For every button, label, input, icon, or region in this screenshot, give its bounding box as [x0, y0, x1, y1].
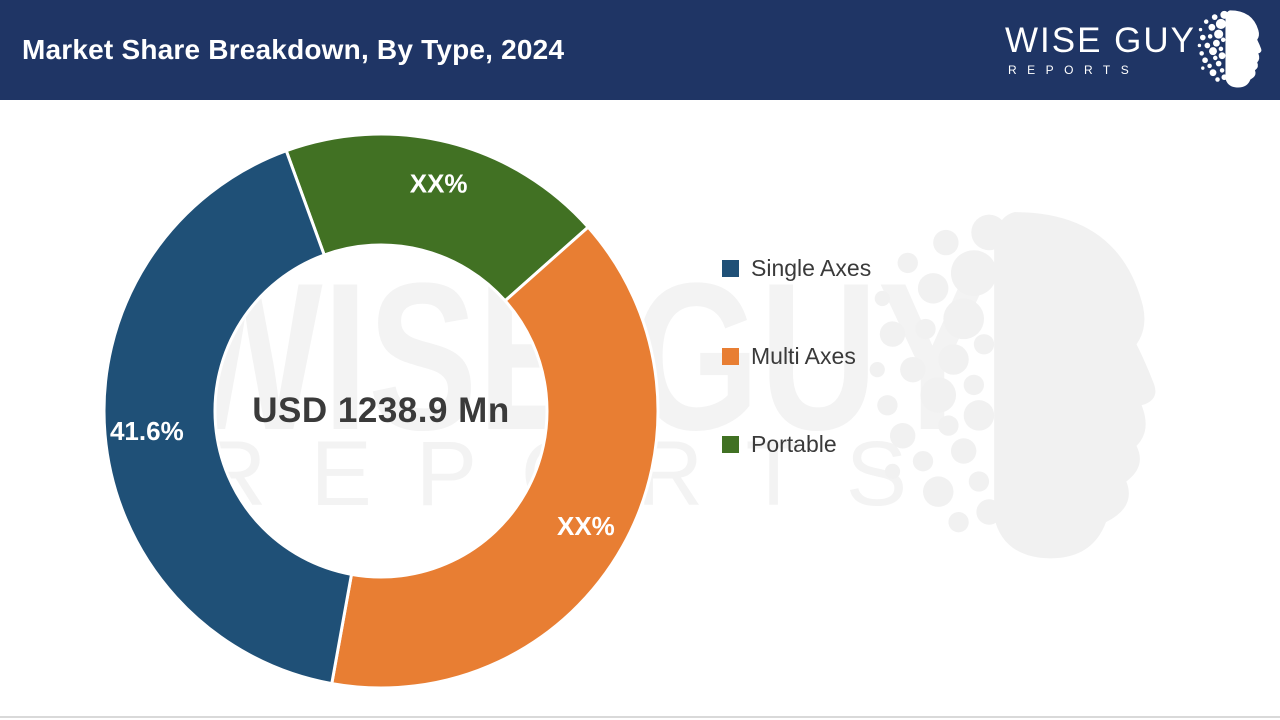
legend-label: Multi Axes — [751, 342, 856, 369]
page-title: Market Share Breakdown, By Type, 2024 — [22, 34, 565, 65]
footer-divider — [0, 716, 1280, 718]
donut-segment-portable — [284, 132, 590, 303]
legend-swatch — [722, 259, 739, 277]
logo-face-icon — [1197, 10, 1262, 88]
legend-swatch — [722, 435, 739, 453]
legend-label: Portable — [751, 430, 837, 457]
legend-item-portable: Portable — [722, 430, 871, 457]
legend-label: Single Axes — [751, 254, 872, 281]
legend-item-multi-axes: Multi Axes — [722, 342, 871, 369]
legend-swatch — [722, 347, 739, 365]
legend: Single Axes Multi Axes Portable — [722, 254, 872, 520]
header: Market Share Breakdown, By Type, 2024 WI… — [0, 0, 1280, 100]
chart-center-value: USD 1238.9 Mn — [252, 391, 510, 430]
logo-subtext: REPORTS — [1007, 63, 1140, 77]
brand-logo-text: WISE GUY REPORTS — [1005, 23, 1196, 77]
legend-item-single-axes: Single Axes — [722, 254, 872, 281]
slice-label-portable: XX% — [410, 168, 468, 198]
donut-segment-multi-axes — [330, 225, 660, 690]
brand-logo: WISE GUY REPORTS — [1005, 8, 1264, 92]
donut-segment-single-axes — [102, 149, 353, 686]
slice-label-single-axes: 41.6% — [110, 416, 184, 446]
logo-wordmark: WISE GUY — [1004, 21, 1196, 60]
slice-label-multi-axes: XX% — [557, 511, 615, 541]
